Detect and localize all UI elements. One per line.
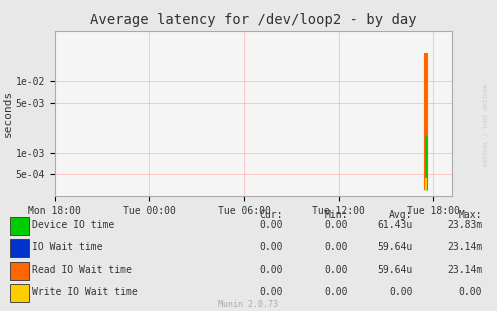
Text: 59.64u: 59.64u bbox=[377, 265, 413, 275]
Text: Max:: Max: bbox=[459, 210, 482, 220]
Bar bbox=[10, 284, 29, 302]
Text: Munin 2.0.73: Munin 2.0.73 bbox=[219, 300, 278, 309]
Text: Write IO Wait time: Write IO Wait time bbox=[32, 287, 138, 297]
Text: IO Wait time: IO Wait time bbox=[32, 242, 103, 252]
Text: 0.00: 0.00 bbox=[260, 220, 283, 230]
Text: 59.64u: 59.64u bbox=[377, 242, 413, 252]
Text: Min:: Min: bbox=[325, 210, 348, 220]
Text: 0.00: 0.00 bbox=[389, 287, 413, 297]
Text: Device IO time: Device IO time bbox=[32, 220, 114, 230]
Text: Cur:: Cur: bbox=[260, 210, 283, 220]
Text: 0.00: 0.00 bbox=[260, 287, 283, 297]
Text: Avg:: Avg: bbox=[389, 210, 413, 220]
Text: 0.00: 0.00 bbox=[459, 287, 482, 297]
Text: 23.83m: 23.83m bbox=[447, 220, 482, 230]
Text: 0.00: 0.00 bbox=[325, 242, 348, 252]
Text: 23.14m: 23.14m bbox=[447, 265, 482, 275]
Y-axis label: seconds: seconds bbox=[3, 90, 13, 137]
Bar bbox=[10, 217, 29, 235]
Text: 61.43u: 61.43u bbox=[377, 220, 413, 230]
Text: 23.14m: 23.14m bbox=[447, 242, 482, 252]
Text: 0.00: 0.00 bbox=[325, 287, 348, 297]
Text: 0.00: 0.00 bbox=[260, 242, 283, 252]
Bar bbox=[10, 239, 29, 257]
Text: 0.00: 0.00 bbox=[325, 265, 348, 275]
Text: Read IO Wait time: Read IO Wait time bbox=[32, 265, 132, 275]
Text: 0.00: 0.00 bbox=[260, 265, 283, 275]
Bar bbox=[10, 262, 29, 280]
Title: Average latency for /dev/loop2 - by day: Average latency for /dev/loop2 - by day bbox=[90, 13, 417, 27]
Text: RRDTOOL / TOBI OETIKER: RRDTOOL / TOBI OETIKER bbox=[484, 83, 489, 166]
Text: 0.00: 0.00 bbox=[325, 220, 348, 230]
